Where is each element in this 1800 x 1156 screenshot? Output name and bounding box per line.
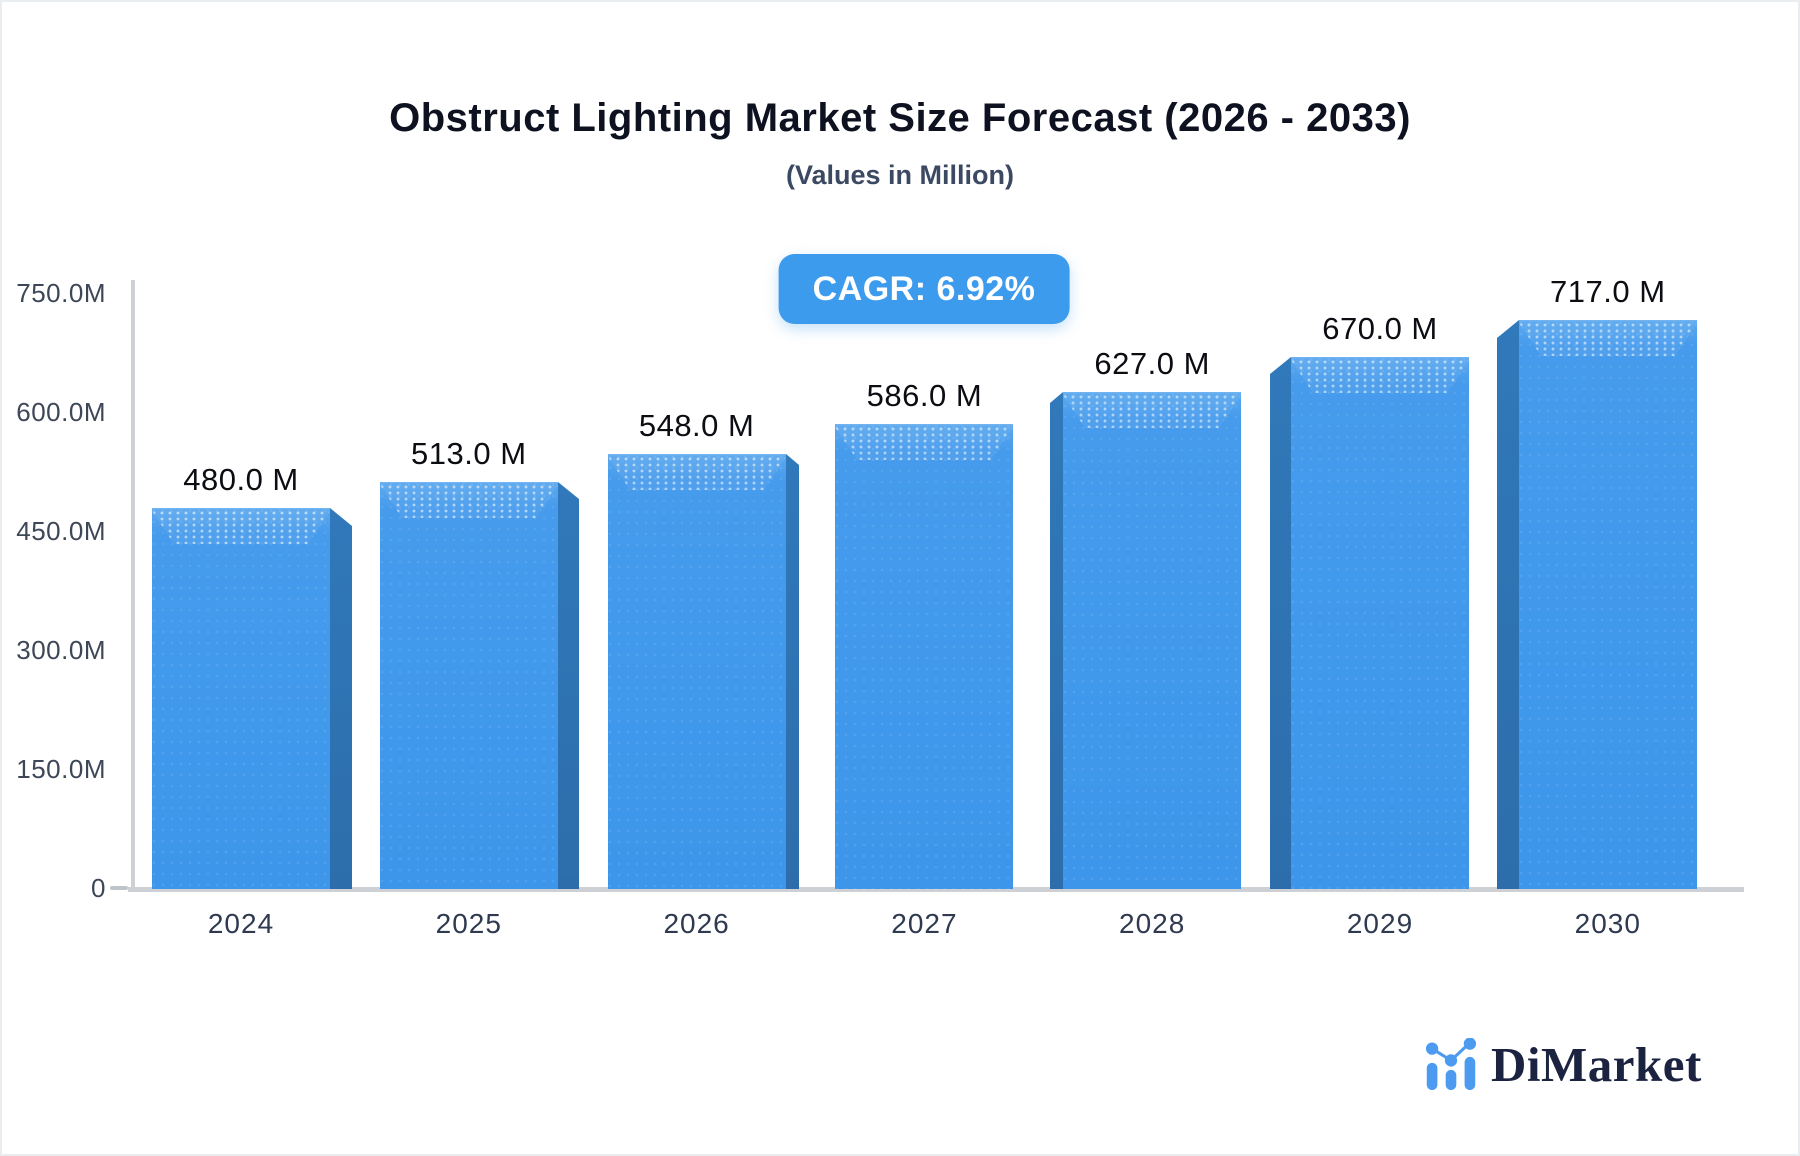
zero-tick-mark — [110, 886, 128, 890]
y-axis-label: 0 — [91, 873, 106, 903]
chart-subtitle: (Values in Million) — [785, 160, 1015, 190]
bar-value-label: 717.0 M — [1550, 274, 1666, 309]
bar-2027[interactable] — [835, 424, 1013, 889]
x-axis-label: 2024 — [207, 908, 275, 939]
y-axis-label: 750.0M — [16, 278, 106, 308]
bar-top-face — [380, 485, 558, 518]
bar-2025[interactable] — [380, 482, 579, 889]
bar-2029[interactable] — [1270, 357, 1469, 889]
bar-top-face — [835, 427, 1013, 460]
y-axis-label: 450.0M — [16, 516, 106, 546]
bar-2028[interactable] — [1050, 392, 1241, 889]
bar-value-label: 513.0 M — [411, 436, 527, 471]
bar-side-face — [1050, 392, 1063, 889]
x-axis-label: 2027 — [891, 908, 958, 939]
bar-value-label: 627.0 M — [1094, 346, 1210, 381]
bar-top-face — [1063, 395, 1241, 428]
y-axis-label: 300.0M — [16, 635, 106, 665]
brand-logo: DiMarket — [1424, 1038, 1702, 1090]
bar-face — [152, 508, 330, 889]
bar-value-label: 586.0 M — [866, 378, 983, 413]
cagr-badge: CAGR: 6.92% — [778, 254, 1070, 324]
brand-name: DiMarket — [1491, 1036, 1702, 1092]
bar-side-face — [1497, 320, 1519, 889]
bar-top-face — [1291, 360, 1469, 393]
x-axis-label: 2030 — [1574, 908, 1641, 939]
bar-top-face — [608, 457, 786, 490]
x-axis-label: 2028 — [1119, 908, 1186, 939]
bar-face — [1291, 357, 1469, 889]
bar-2030[interactable] — [1497, 320, 1697, 889]
bar-top-face — [152, 511, 330, 544]
bar-face — [380, 482, 558, 889]
x-axis-label: 2025 — [435, 908, 502, 939]
bar-value-label: 480.0 M — [183, 462, 299, 497]
cagr-badge-label: CAGR: 6.92% — [812, 269, 1036, 308]
bar-top-face — [1519, 323, 1697, 356]
y-axis-line — [131, 280, 135, 891]
y-axis-label: 600.0M — [16, 397, 106, 427]
bar-face — [835, 424, 1013, 889]
x-axis-label: 2029 — [1346, 908, 1414, 939]
bar-side-face — [558, 482, 579, 889]
y-axis-label: 150.0M — [16, 754, 106, 784]
chart-title: Obstruct Lighting Market Size Forecast (… — [389, 96, 1411, 140]
bar-2024[interactable] — [152, 508, 352, 889]
bar-line-chart-icon — [1425, 1038, 1477, 1090]
bar-side-face — [330, 508, 352, 889]
bar-side-face — [1270, 357, 1291, 889]
x-axis-line — [128, 887, 1744, 892]
bar-face — [1519, 320, 1697, 889]
bar-face — [608, 454, 786, 889]
bar-value-label: 670.0 M — [1322, 311, 1438, 346]
bar-face — [1063, 392, 1241, 889]
bar-side-face — [786, 454, 799, 889]
x-axis-label: 2026 — [663, 908, 730, 939]
bar-value-label: 548.0 M — [638, 408, 755, 443]
bar-2026[interactable] — [608, 454, 799, 889]
